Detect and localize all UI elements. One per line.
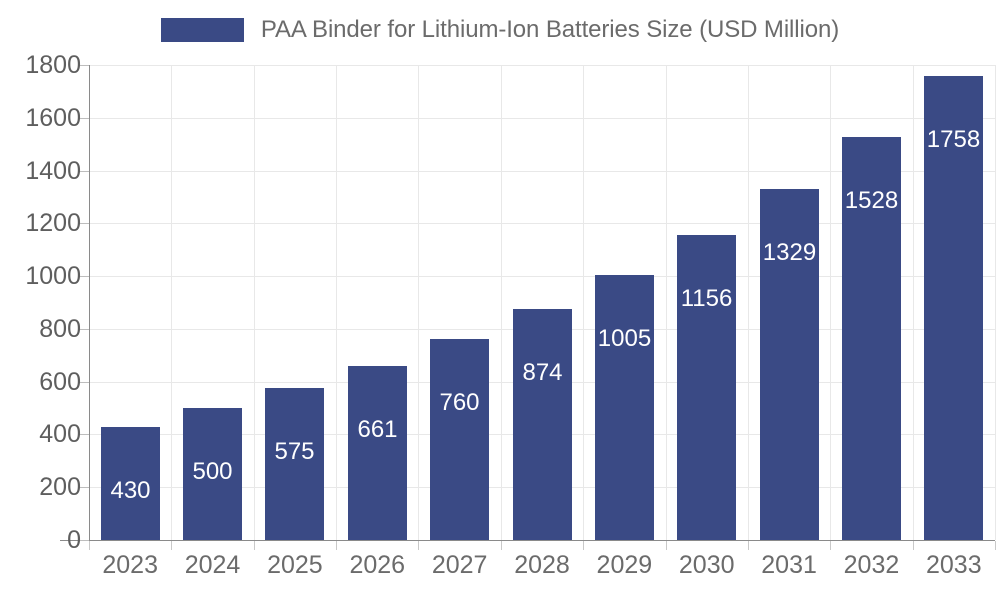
bar-2033[interactable]: [924, 76, 983, 540]
x-tick-label-2025: 2025: [267, 551, 323, 579]
bar-2024[interactable]: [183, 408, 242, 540]
gridline-vertical: [336, 65, 337, 540]
y-tick-mark: [79, 487, 89, 489]
gridline-horizontal: [89, 117, 995, 119]
bar-2031[interactable]: [760, 189, 819, 540]
y-tick-mark: [79, 381, 89, 383]
x-tick-label-2032: 2032: [843, 551, 900, 579]
bar-2025[interactable]: [265, 388, 324, 540]
y-tick-label: 0: [67, 526, 81, 554]
y-tick-mark: [79, 65, 89, 66]
bar-value-label-2030: 1156: [680, 284, 733, 312]
x-tick-mark: [666, 541, 667, 550]
y-tick-label: 1400: [25, 156, 81, 185]
y-tick-mark: [79, 170, 89, 172]
gridline-vertical: [583, 65, 584, 540]
y-tick-label: 1600: [25, 103, 81, 132]
gridline-vertical: [666, 65, 667, 540]
x-tick-label-2031: 2031: [761, 551, 817, 579]
bar-value-label-2031: 1329: [762, 239, 817, 267]
y-tick-label: 200: [39, 473, 81, 502]
gridline-vertical: [748, 65, 749, 540]
y-tick-mark: [79, 434, 89, 436]
x-tick-mark: [501, 541, 502, 550]
bar-value-label-2029: 1005: [597, 324, 652, 352]
x-tick-mark: [89, 541, 90, 550]
y-tick-label: 600: [39, 367, 81, 396]
gridline-vertical: [418, 65, 419, 540]
legend-label: PAA Binder for Lithium-Ion Batteries Siz…: [260, 16, 840, 43]
gridline-vertical: [254, 65, 255, 540]
bar-2028[interactable]: [513, 309, 572, 540]
bar-value-label-2032: 1528: [844, 186, 899, 214]
bar-value-label-2025: 575: [274, 438, 315, 466]
y-tick-mark: [79, 117, 89, 119]
gridline-horizontal: [89, 276, 995, 278]
gridline-vertical: [830, 65, 831, 540]
bar-2027[interactable]: [430, 339, 489, 540]
y-tick-label: 400: [39, 420, 81, 449]
y-tick-mark: [79, 223, 89, 225]
gridline-vertical: [171, 65, 172, 540]
bar-value-label-2026: 661: [357, 415, 398, 443]
bar-value-label-2028: 874: [522, 359, 563, 387]
gridline-horizontal: [89, 223, 995, 225]
x-tick-label-2030: 2030: [678, 551, 735, 579]
y-tick-label: 1000: [25, 262, 81, 291]
x-tick-label-2029: 2029: [596, 551, 653, 579]
y-tick-label: 1800: [25, 51, 81, 79]
bar-2030[interactable]: [677, 234, 736, 540]
y-tick-mark: [79, 328, 89, 330]
x-tick-label-2024: 2024: [184, 551, 241, 579]
y-axis-line: [89, 65, 90, 540]
y-tick-mark: [79, 276, 89, 278]
bar-value-label-2027: 760: [439, 389, 480, 417]
x-tick-label-2033: 2033: [926, 551, 982, 579]
x-tick-mark: [748, 541, 749, 550]
bar-value-label-2033: 1758: [926, 126, 981, 154]
gridline-vertical: [913, 65, 914, 540]
chart-legend: PAA Binder for Lithium-Ion Batteries Siz…: [0, 10, 1000, 50]
x-tick-mark: [913, 541, 914, 550]
x-tick-label-2026: 2026: [349, 551, 406, 579]
plot-area: 430 500 575 661 760 874 1005 1156 1329 1528 1758: [89, 65, 996, 541]
gridline-horizontal: [89, 170, 995, 172]
x-tick-mark: [995, 541, 996, 550]
gridline-horizontal: [89, 65, 995, 66]
x-tick-mark: [583, 541, 584, 550]
bar-2026[interactable]: [348, 365, 407, 540]
gridline-vertical: [501, 65, 502, 540]
y-tick-mark: [79, 540, 89, 541]
bar-value-label-2023: 430: [110, 476, 151, 504]
x-tick-mark: [830, 541, 831, 550]
gridline-vertical: [995, 65, 996, 540]
y-tick-label: 1200: [25, 209, 81, 238]
y-tick-label: 800: [39, 314, 81, 343]
x-tick-mark: [171, 541, 172, 550]
x-tick-label-2023: 2023: [102, 551, 158, 579]
bar-value-label-2024: 500: [192, 458, 233, 486]
legend-color-swatch: [160, 18, 244, 42]
x-tick-mark: [254, 541, 255, 550]
x-tick-label-2027: 2027: [431, 551, 488, 579]
x-axis-line: [60, 540, 995, 541]
x-tick-mark: [336, 541, 337, 550]
bar-2029[interactable]: [595, 274, 654, 540]
x-tick-mark: [418, 541, 419, 550]
x-tick-label-2028: 2028: [514, 551, 570, 579]
bar-2023[interactable]: [101, 426, 160, 540]
bar-2032[interactable]: [842, 136, 901, 540]
